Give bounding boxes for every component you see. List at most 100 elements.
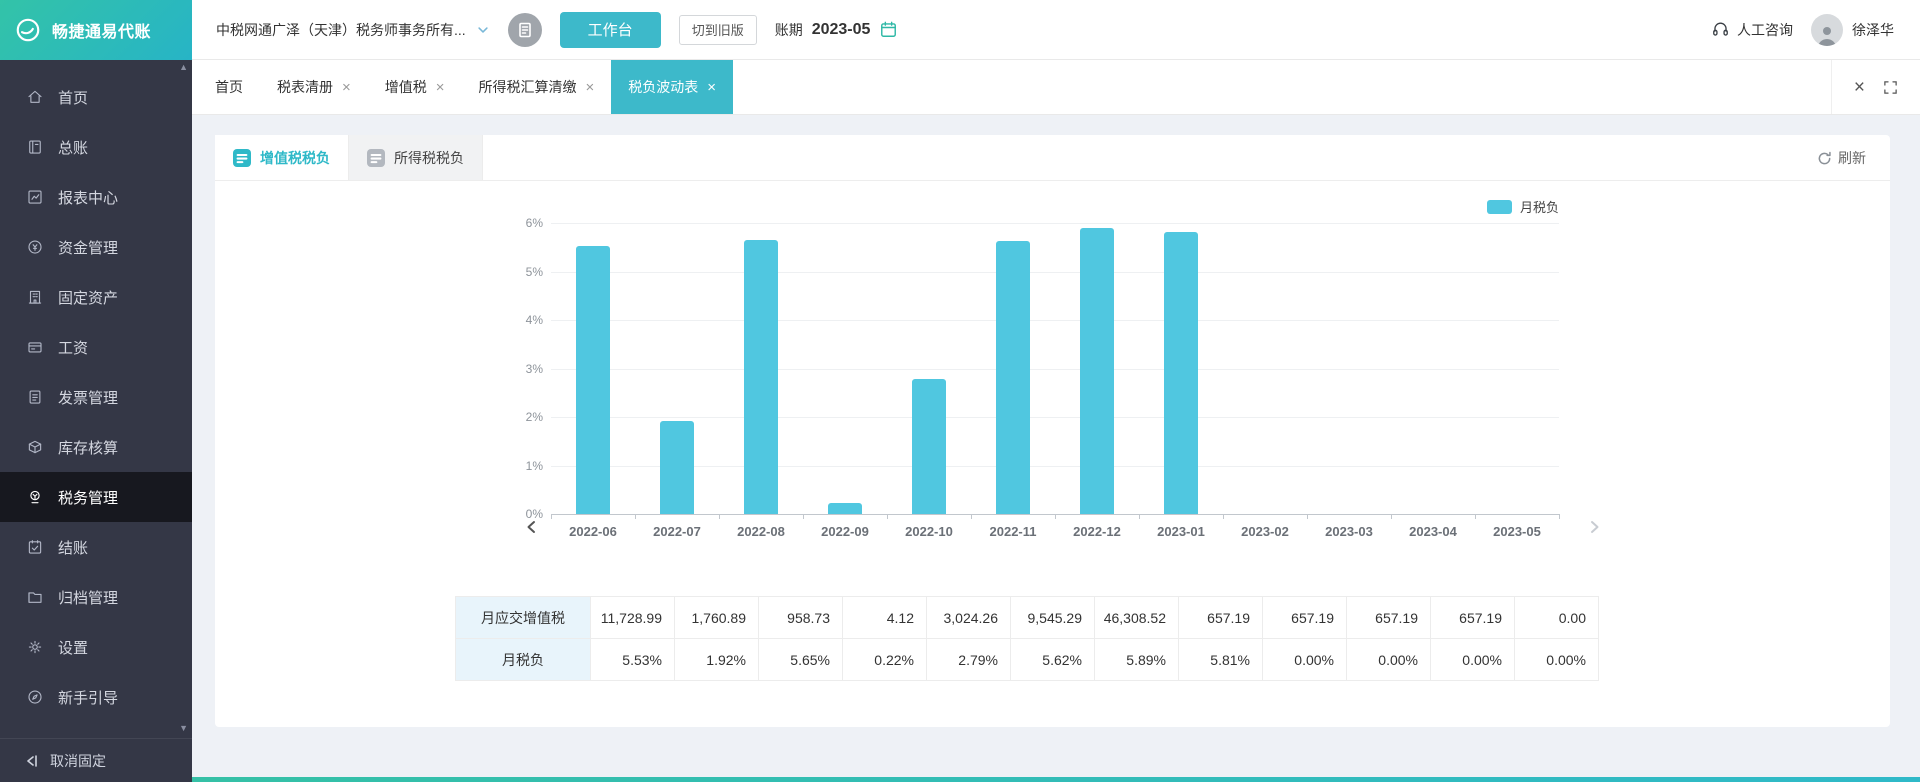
chevron-down-icon: [476, 23, 490, 37]
x-axis-tick: [803, 514, 804, 519]
x-axis-tick: [1307, 514, 1308, 519]
tab-income-tax-settlement[interactable]: 所得税汇算清缴 ×: [462, 60, 612, 114]
sidebar-item-label: 设置: [58, 639, 89, 657]
value-cell: 11,728.99: [591, 597, 675, 639]
tab-label: 税表清册: [277, 79, 333, 95]
sidebar-item-closing[interactable]: 结账: [0, 522, 192, 572]
calendar-icon: [879, 20, 898, 39]
ledger-icon: [26, 138, 44, 156]
income-burden-badge-icon: [367, 148, 385, 167]
close-tab-icon[interactable]: ×: [1853, 76, 1865, 98]
sidebar-item-tax[interactable]: 税务管理: [0, 472, 192, 522]
y-tick-label: 1%: [525, 458, 543, 473]
sidebar-item-label: 库存核算: [58, 439, 119, 457]
x-axis-tick: [1391, 514, 1392, 519]
fullscreen-icon[interactable]: [1883, 80, 1898, 95]
chart-next-icon[interactable]: [1587, 520, 1603, 536]
avatar: [1811, 13, 1843, 46]
close-icon[interactable]: ×: [585, 78, 595, 96]
chart-area: 月税负 0% 1% 2% 3% 4% 5% 6% 2022-06 2022-07 2022-08 2…: [215, 181, 1890, 561]
switch-old-version-button[interactable]: 切到旧版: [678, 14, 757, 45]
gridline: [551, 417, 1559, 418]
tab-tax-register[interactable]: 税表清册 ×: [260, 60, 368, 114]
sidebar-item-home[interactable]: 首页: [0, 72, 192, 122]
workspace-menu-icon[interactable]: [507, 12, 542, 47]
sidebar-item-funds[interactable]: 资金管理: [0, 222, 192, 272]
sidebar-item-label: 总账: [58, 139, 89, 157]
unpin-label: 取消固定: [50, 752, 106, 769]
bottom-accent-bar: [192, 777, 1920, 782]
company-name: 中税网通广泽（天津）税务师事务所有...: [216, 21, 466, 38]
unpin-sidebar-button[interactable]: 取消固定: [0, 738, 192, 782]
tab-actions: ×: [1830, 60, 1920, 114]
sidebar-item-label: 工资: [58, 339, 89, 357]
sidebar-item-report[interactable]: 报表中心: [0, 172, 192, 222]
value-cell: 5.81%: [1179, 639, 1263, 681]
period-value: 2023-05: [811, 20, 871, 38]
close-icon[interactable]: ×: [435, 78, 445, 96]
assets-icon: [26, 288, 44, 306]
sidebar-item-invoice[interactable]: 发票管理: [0, 372, 192, 422]
chart-prev-icon[interactable]: [525, 520, 541, 536]
closing-icon: [26, 538, 44, 556]
row-header-cell: 月税负: [456, 639, 591, 681]
sidebar-item-archive[interactable]: 归档管理: [0, 572, 192, 622]
sidebar-item-label: 固定资产: [58, 289, 119, 307]
sidebar-item-label: 税务管理: [58, 489, 119, 507]
value-cell: 0.00%: [1347, 639, 1431, 681]
period-picker[interactable]: 账期 2023-05: [775, 20, 899, 40]
x-axis-tick: [1559, 514, 1560, 519]
close-icon[interactable]: ×: [342, 78, 351, 96]
legend-monthly-tax-burden[interactable]: 月税负: [1486, 197, 1559, 216]
tab-home[interactable]: 首页: [198, 60, 260, 114]
value-cell: 0.00%: [1431, 639, 1515, 681]
sidebar: ▲ 首页总账报表中心 资金管理固定资产工资发票管理库存核算税务管理结账归档管理设置…: [0, 60, 192, 782]
value-cell: 2.79%: [927, 639, 1011, 681]
x-axis-label: 2022-11: [989, 524, 1037, 539]
tax-icon: [26, 488, 44, 506]
report-icon: [26, 188, 44, 206]
tab-tax-burden-fluctuation[interactable]: 税负波动表 ×: [611, 60, 734, 114]
app-logo: 畅捷通易代账: [0, 0, 192, 60]
unpin-icon: [24, 753, 40, 769]
sidebar-item-guide[interactable]: 新手引导: [0, 672, 192, 722]
user-menu[interactable]: 徐泽华: [1811, 13, 1894, 46]
vat-burden-badge-icon: [233, 148, 251, 167]
tax-burden-card: 增值税税负 所得税税负 刷新 月税负: [215, 135, 1890, 727]
sidebar-item-label: 归档管理: [58, 589, 119, 607]
value-cell: 5.53%: [591, 639, 675, 681]
x-axis-label: 2022-08: [737, 524, 785, 539]
salary-icon: [26, 338, 44, 356]
main-area: 首页 税表清册 × 增值税 × 所得税汇算清缴 × 税负波动表 × × 增值税税负 所得税税负 刷…: [192, 60, 1920, 782]
gridline: [551, 368, 1559, 370]
value-cell: 5.65%: [759, 639, 843, 681]
bar-2022-12: [1080, 228, 1114, 514]
x-axis-tick: [551, 514, 552, 519]
panel-tab-income-burden[interactable]: 所得税税负: [349, 135, 483, 180]
y-tick-label: 2%: [525, 410, 543, 424]
company-selector[interactable]: 中税网通广泽（天津）税务师事务所有...: [216, 20, 490, 40]
open-tabs: 首页 税表清册 × 增值税 × 所得税汇算清缴 × 税负波动表 ×: [192, 60, 1831, 114]
workbench-button[interactable]: 工作台: [559, 11, 661, 48]
sidebar-item-assets[interactable]: 固定资产: [0, 272, 192, 322]
sidebar-scroll-up-icon[interactable]: ▲: [179, 62, 188, 72]
support-link[interactable]: 人工咨询: [1711, 20, 1793, 40]
panel-tab-vat-burden[interactable]: 增值税税负: [215, 135, 349, 180]
bar-2022-08: [744, 239, 778, 514]
tab-vat[interactable]: 增值税 ×: [368, 60, 462, 114]
tab-label: 税负波动表: [628, 79, 699, 95]
refresh-button[interactable]: 刷新: [1817, 148, 1866, 168]
value-cell: 657.19: [1431, 597, 1515, 639]
sidebar-scroll-down-icon[interactable]: ▼: [179, 723, 188, 733]
sidebar-item-settings[interactable]: 设置: [0, 622, 192, 672]
x-axis-label: 2022-12: [1073, 524, 1121, 539]
panel-tab-label: 所得税税负: [394, 149, 464, 166]
bar-2023-01: [1164, 232, 1198, 514]
sidebar-item-salary[interactable]: 工资: [0, 322, 192, 372]
close-icon[interactable]: ×: [707, 78, 717, 96]
sidebar-item-ledger[interactable]: 总账: [0, 122, 192, 172]
x-axis-label: 2023-05: [1493, 524, 1541, 539]
value-cell: 657.19: [1263, 597, 1347, 639]
sidebar-item-inventory[interactable]: 库存核算: [0, 422, 192, 472]
x-axis-label: 2023-03: [1325, 524, 1373, 539]
